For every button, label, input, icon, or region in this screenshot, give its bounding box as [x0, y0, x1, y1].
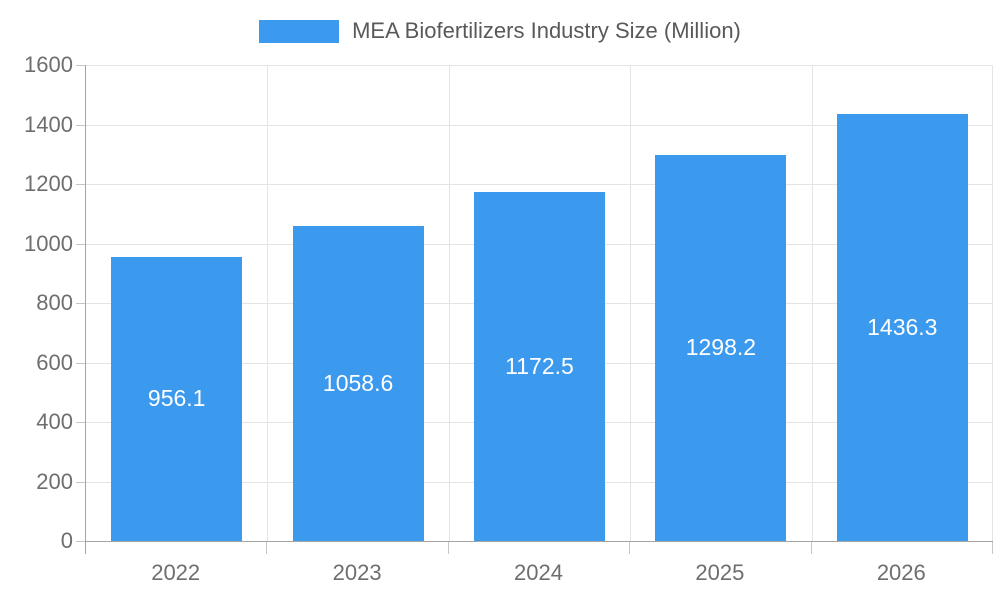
y-tick-label: 800 — [36, 290, 73, 315]
x-tick-label: 2024 — [514, 560, 563, 585]
bar[interactable]: 956.1 — [111, 256, 243, 541]
bar-value-label: 1058.6 — [322, 370, 394, 397]
bar-value-label: 1172.5 — [505, 353, 574, 380]
plot-area: 956.1 1058.6 1172.5 1298.2 1436.3 — [85, 65, 993, 542]
bar[interactable]: 1058.6 — [292, 226, 424, 541]
y-tick-label: 200 — [36, 468, 73, 494]
y-tick-mark — [76, 65, 85, 66]
y-gridline — [86, 184, 993, 185]
legend-label: MEA Biofertilizers Industry Size (Millio… — [352, 18, 741, 43]
x-tick-mark — [992, 542, 993, 554]
legend-item[interactable]: MEA Biofertilizers Industry Size (Millio… — [0, 18, 1000, 43]
x-tick-label: 2023 — [332, 560, 382, 585]
y-tick-label: 1200 — [24, 171, 73, 196]
y-tick-mark — [76, 422, 85, 423]
y-tick-label: 1400 — [24, 111, 73, 137]
bar[interactable]: 1298.2 — [655, 154, 787, 541]
bar[interactable]: 1436.3 — [836, 113, 968, 541]
x-gridline — [811, 65, 813, 541]
y-tick-mark — [76, 541, 85, 542]
x-tick-mark — [447, 542, 449, 554]
y-gridline — [86, 65, 993, 66]
x-tick-label: 2026 — [876, 560, 926, 585]
y-tick-label: 0 — [60, 528, 73, 553]
bar-value-label: 1298.2 — [685, 334, 757, 361]
y-tick-label: 1600 — [24, 52, 73, 77]
x-gridline — [448, 65, 450, 541]
bar-value-label: 956.1 — [147, 385, 206, 412]
y-tick-mark — [76, 362, 85, 364]
x-tick-mark — [266, 542, 268, 554]
legend-swatch — [259, 19, 340, 43]
x-tick-label: 2022 — [151, 560, 201, 585]
y-tick-label: 1000 — [24, 230, 73, 256]
x-tick-mark — [810, 542, 812, 554]
x-tick-mark — [85, 542, 86, 554]
y-tick-mark — [76, 124, 85, 126]
y-tick-mark — [76, 184, 85, 185]
y-tick-mark — [76, 481, 85, 483]
x-tick-mark — [629, 542, 631, 554]
x-tick-label: 2025 — [695, 560, 745, 585]
y-tick-mark — [76, 243, 85, 245]
x-gridline — [992, 65, 993, 541]
y-gridline — [86, 124, 993, 126]
y-tick-mark — [76, 303, 85, 304]
x-gridline — [267, 65, 269, 541]
x-gridline — [630, 65, 632, 541]
bar[interactable]: 1172.5 — [474, 192, 605, 541]
bar-value-label: 1436.3 — [867, 313, 938, 340]
y-tick-label: 600 — [36, 349, 73, 375]
y-tick-label: 400 — [36, 409, 73, 434]
